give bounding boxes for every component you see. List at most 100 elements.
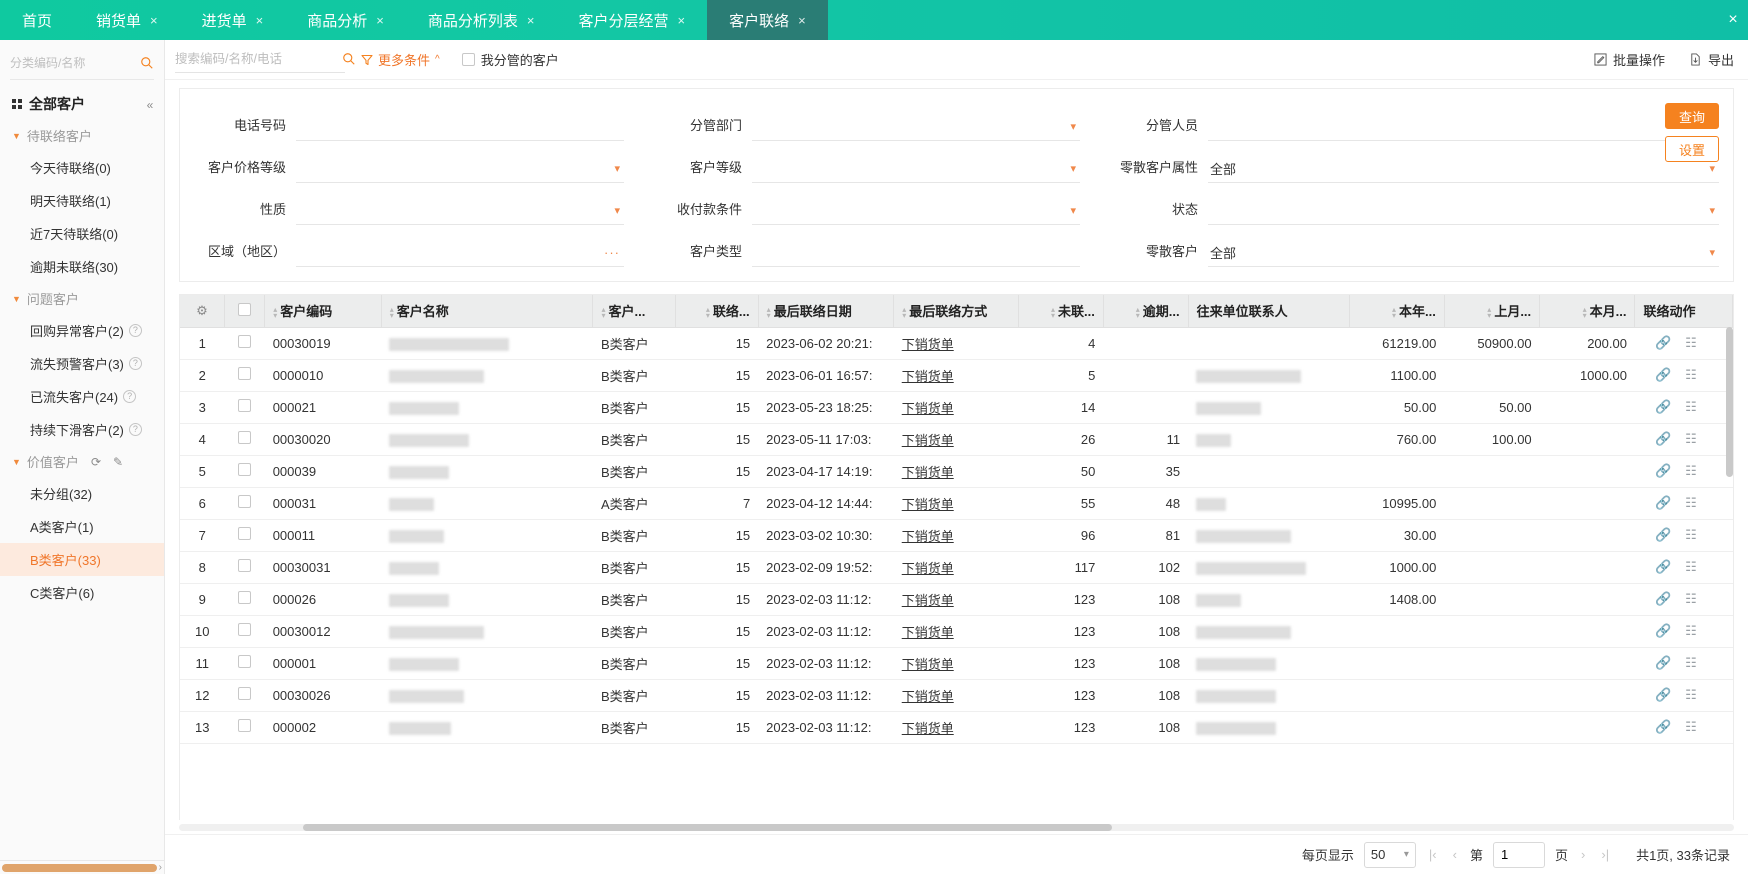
sidebar-hscroll-thumb[interactable]: [2, 863, 157, 872]
tab-3[interactable]: 商品分析 ×: [285, 0, 406, 40]
column-header-year[interactable]: ▴ ▾ 本年...: [1349, 295, 1445, 328]
table-row[interactable]: 2 0000010 B类客户 15 2023-06-01 16:57: 下销货单 5 1100…: [180, 359, 1733, 392]
link-icon[interactable]: 🔗: [1654, 687, 1672, 702]
chevron-down-icon[interactable]: ▾: [1709, 204, 1715, 217]
table-row[interactable]: 10 00030012 B类客户 15 2023-02-03 11:12: 下销货单 123…: [180, 615, 1733, 648]
table-row[interactable]: 8 00030031 B类客户 15 2023-02-09 19:52: 下销货单 117 1…: [180, 551, 1733, 584]
sidebar-item-1-1[interactable]: 流失预警客户(3)?: [0, 347, 164, 380]
tab-4[interactable]: 商品分析列表 ×: [406, 0, 557, 40]
tab-2[interactable]: 进货单 ×: [180, 0, 286, 40]
cell-action[interactable]: 🔗 ☷: [1634, 519, 1733, 552]
filter-control-select[interactable]: 全部 ▾: [1208, 154, 1719, 183]
sidebar-item-0-3[interactable]: 逾期未联络(30): [0, 250, 164, 283]
cell-action[interactable]: 🔗 ☷: [1634, 711, 1733, 744]
cell-lastway[interactable]: 下销货单: [893, 551, 1019, 584]
sort-icon[interactable]: ▴ ▾: [1582, 304, 1587, 320]
filter-control-select[interactable]: ▾: [752, 154, 1080, 183]
cell-lastway[interactable]: 下销货单: [893, 583, 1019, 616]
sidebar-hscrollbar[interactable]: ›: [0, 860, 164, 874]
place-sales-order-link[interactable]: 下销货单: [901, 464, 954, 480]
chevron-down-icon[interactable]: ▾: [614, 162, 620, 175]
cell-check[interactable]: [224, 359, 265, 392]
qrcode-icon[interactable]: ☷: [1685, 335, 1697, 350]
cell-lastway[interactable]: 下销货单: [893, 391, 1019, 424]
tab-close-icon[interactable]: ×: [150, 12, 158, 28]
row-checkbox[interactable]: [238, 623, 252, 636]
qrcode-icon[interactable]: ☷: [1685, 591, 1697, 606]
sort-icon[interactable]: ▴ ▾: [273, 304, 278, 320]
sidebar-item-1-2[interactable]: 已流失客户(24)?: [0, 380, 164, 413]
cell-action[interactable]: 🔗 ☷: [1634, 391, 1733, 424]
sidebar-group-0[interactable]: ▼ 待联络客户: [0, 120, 164, 151]
cell-check[interactable]: [224, 487, 265, 520]
sidebar-item-2-0[interactable]: 未分组(32): [0, 477, 164, 510]
link-icon[interactable]: 🔗: [1654, 719, 1672, 734]
tab-close-icon[interactable]: ×: [677, 12, 686, 28]
filter-control-input[interactable]: [752, 238, 1080, 267]
cell-lastway[interactable]: 下销货单: [893, 519, 1019, 552]
qrcode-icon[interactable]: ☷: [1685, 719, 1697, 734]
more-conditions-button[interactable]: 更多条件 ^: [361, 50, 440, 69]
place-sales-order-link[interactable]: 下销货单: [901, 368, 954, 384]
prev-page-icon[interactable]: ‹: [1452, 847, 1457, 862]
help-icon[interactable]: ?: [128, 357, 142, 370]
table-row[interactable]: 7 000011 B类客户 15 2023-03-02 10:30: 下销货单 96 81 30…: [180, 519, 1733, 552]
column-header-thismonth[interactable]: ▴ ▾ 本月...: [1539, 295, 1636, 328]
sidebar-item-2-1[interactable]: A类客户(1): [0, 510, 164, 543]
column-header-overdue[interactable]: ▴ ▾ 逾期...: [1103, 295, 1189, 328]
tab-close-icon[interactable]: ×: [255, 12, 264, 28]
qrcode-icon[interactable]: ☷: [1685, 559, 1697, 574]
row-checkbox[interactable]: [238, 463, 252, 476]
table-row[interactable]: 12 00030026 B类客户 15 2023-02-03 11:12: 下销货单 123…: [180, 679, 1733, 712]
sidebar-item-1-0[interactable]: 回购异常客户(2)?: [0, 314, 164, 347]
tab-6[interactable]: 客户联络 ×: [707, 0, 828, 40]
place-sales-order-link[interactable]: 下销货单: [901, 592, 954, 608]
sidebar-group-2[interactable]: ▼ 价值客户 ⟳ ✎: [0, 446, 164, 477]
table-row[interactable]: 4 00030020 B类客户 15 2023-05-11 17:03: 下销货单 26 11…: [180, 423, 1733, 456]
sidebar-item-2-2[interactable]: B类客户(33): [0, 543, 164, 576]
table-vscroll-thumb[interactable]: [1726, 327, 1733, 477]
row-checkbox[interactable]: [238, 559, 252, 572]
sort-icon[interactable]: ▴ ▾: [1135, 304, 1140, 320]
column-header-code[interactable]: ▴ ▾ 客户编码: [264, 295, 382, 328]
link-icon[interactable]: 🔗: [1654, 623, 1672, 638]
qrcode-icon[interactable]: ☷: [1685, 399, 1697, 414]
chevron-down-icon[interactable]: ▾: [614, 204, 620, 217]
cell-check[interactable]: [224, 647, 265, 680]
qrcode-icon[interactable]: ☷: [1685, 367, 1697, 382]
next-page-icon[interactable]: ›: [1581, 847, 1586, 862]
cell-lastway[interactable]: 下销货单: [893, 455, 1019, 488]
filter-control-dots[interactable]: ···: [1208, 112, 1719, 141]
row-checkbox[interactable]: [238, 431, 252, 444]
sort-icon[interactable]: ▴ ▾: [705, 304, 710, 320]
column-header-lastway[interactable]: ▴ ▾ 最后联络方式: [893, 295, 1020, 328]
sort-icon[interactable]: ▴ ▾: [1392, 304, 1397, 320]
column-header-contact[interactable]: ▴ ▾ 联络...: [675, 295, 759, 328]
row-checkbox[interactable]: [238, 495, 252, 508]
query-button[interactable]: 查询: [1665, 103, 1719, 129]
place-sales-order-link[interactable]: 下销货单: [901, 496, 954, 512]
sort-icon[interactable]: ▴ ▾: [389, 304, 394, 320]
link-icon[interactable]: 🔗: [1654, 335, 1672, 350]
edit-icon[interactable]: ✎: [113, 454, 124, 469]
cell-action[interactable]: 🔗 ☷: [1634, 327, 1733, 360]
filter-control-select[interactable]: ▾: [296, 196, 624, 225]
row-checkbox[interactable]: [238, 527, 252, 540]
link-icon[interactable]: 🔗: [1654, 431, 1672, 446]
cell-check[interactable]: [224, 519, 265, 552]
link-icon[interactable]: 🔗: [1654, 559, 1672, 574]
cell-lastway[interactable]: 下销货单: [893, 487, 1019, 520]
tab-close-icon[interactable]: ×: [526, 12, 535, 28]
per-page-select[interactable]: 50 ▾: [1363, 841, 1416, 868]
cell-check[interactable]: [224, 423, 265, 456]
sidebar-search-input[interactable]: [10, 55, 136, 70]
table-row[interactable]: 3 000021 B类客户 15 2023-05-23 18:25: 下销货单 14 50.0…: [180, 391, 1733, 424]
column-header-lastdate[interactable]: ▴ ▾ 最后联络日期: [758, 295, 895, 328]
cell-check[interactable]: [224, 615, 265, 648]
qrcode-icon[interactable]: ☷: [1685, 655, 1697, 670]
hscroll-thumb[interactable]: [303, 823, 1112, 831]
tab-1[interactable]: 销货单 ×: [74, 0, 180, 40]
sidebar-item-1-3[interactable]: 持续下滑客户(2)?: [0, 413, 164, 446]
filter-control-select[interactable]: ▾: [752, 196, 1080, 225]
sort-icon[interactable]: ▴ ▾: [601, 304, 606, 320]
